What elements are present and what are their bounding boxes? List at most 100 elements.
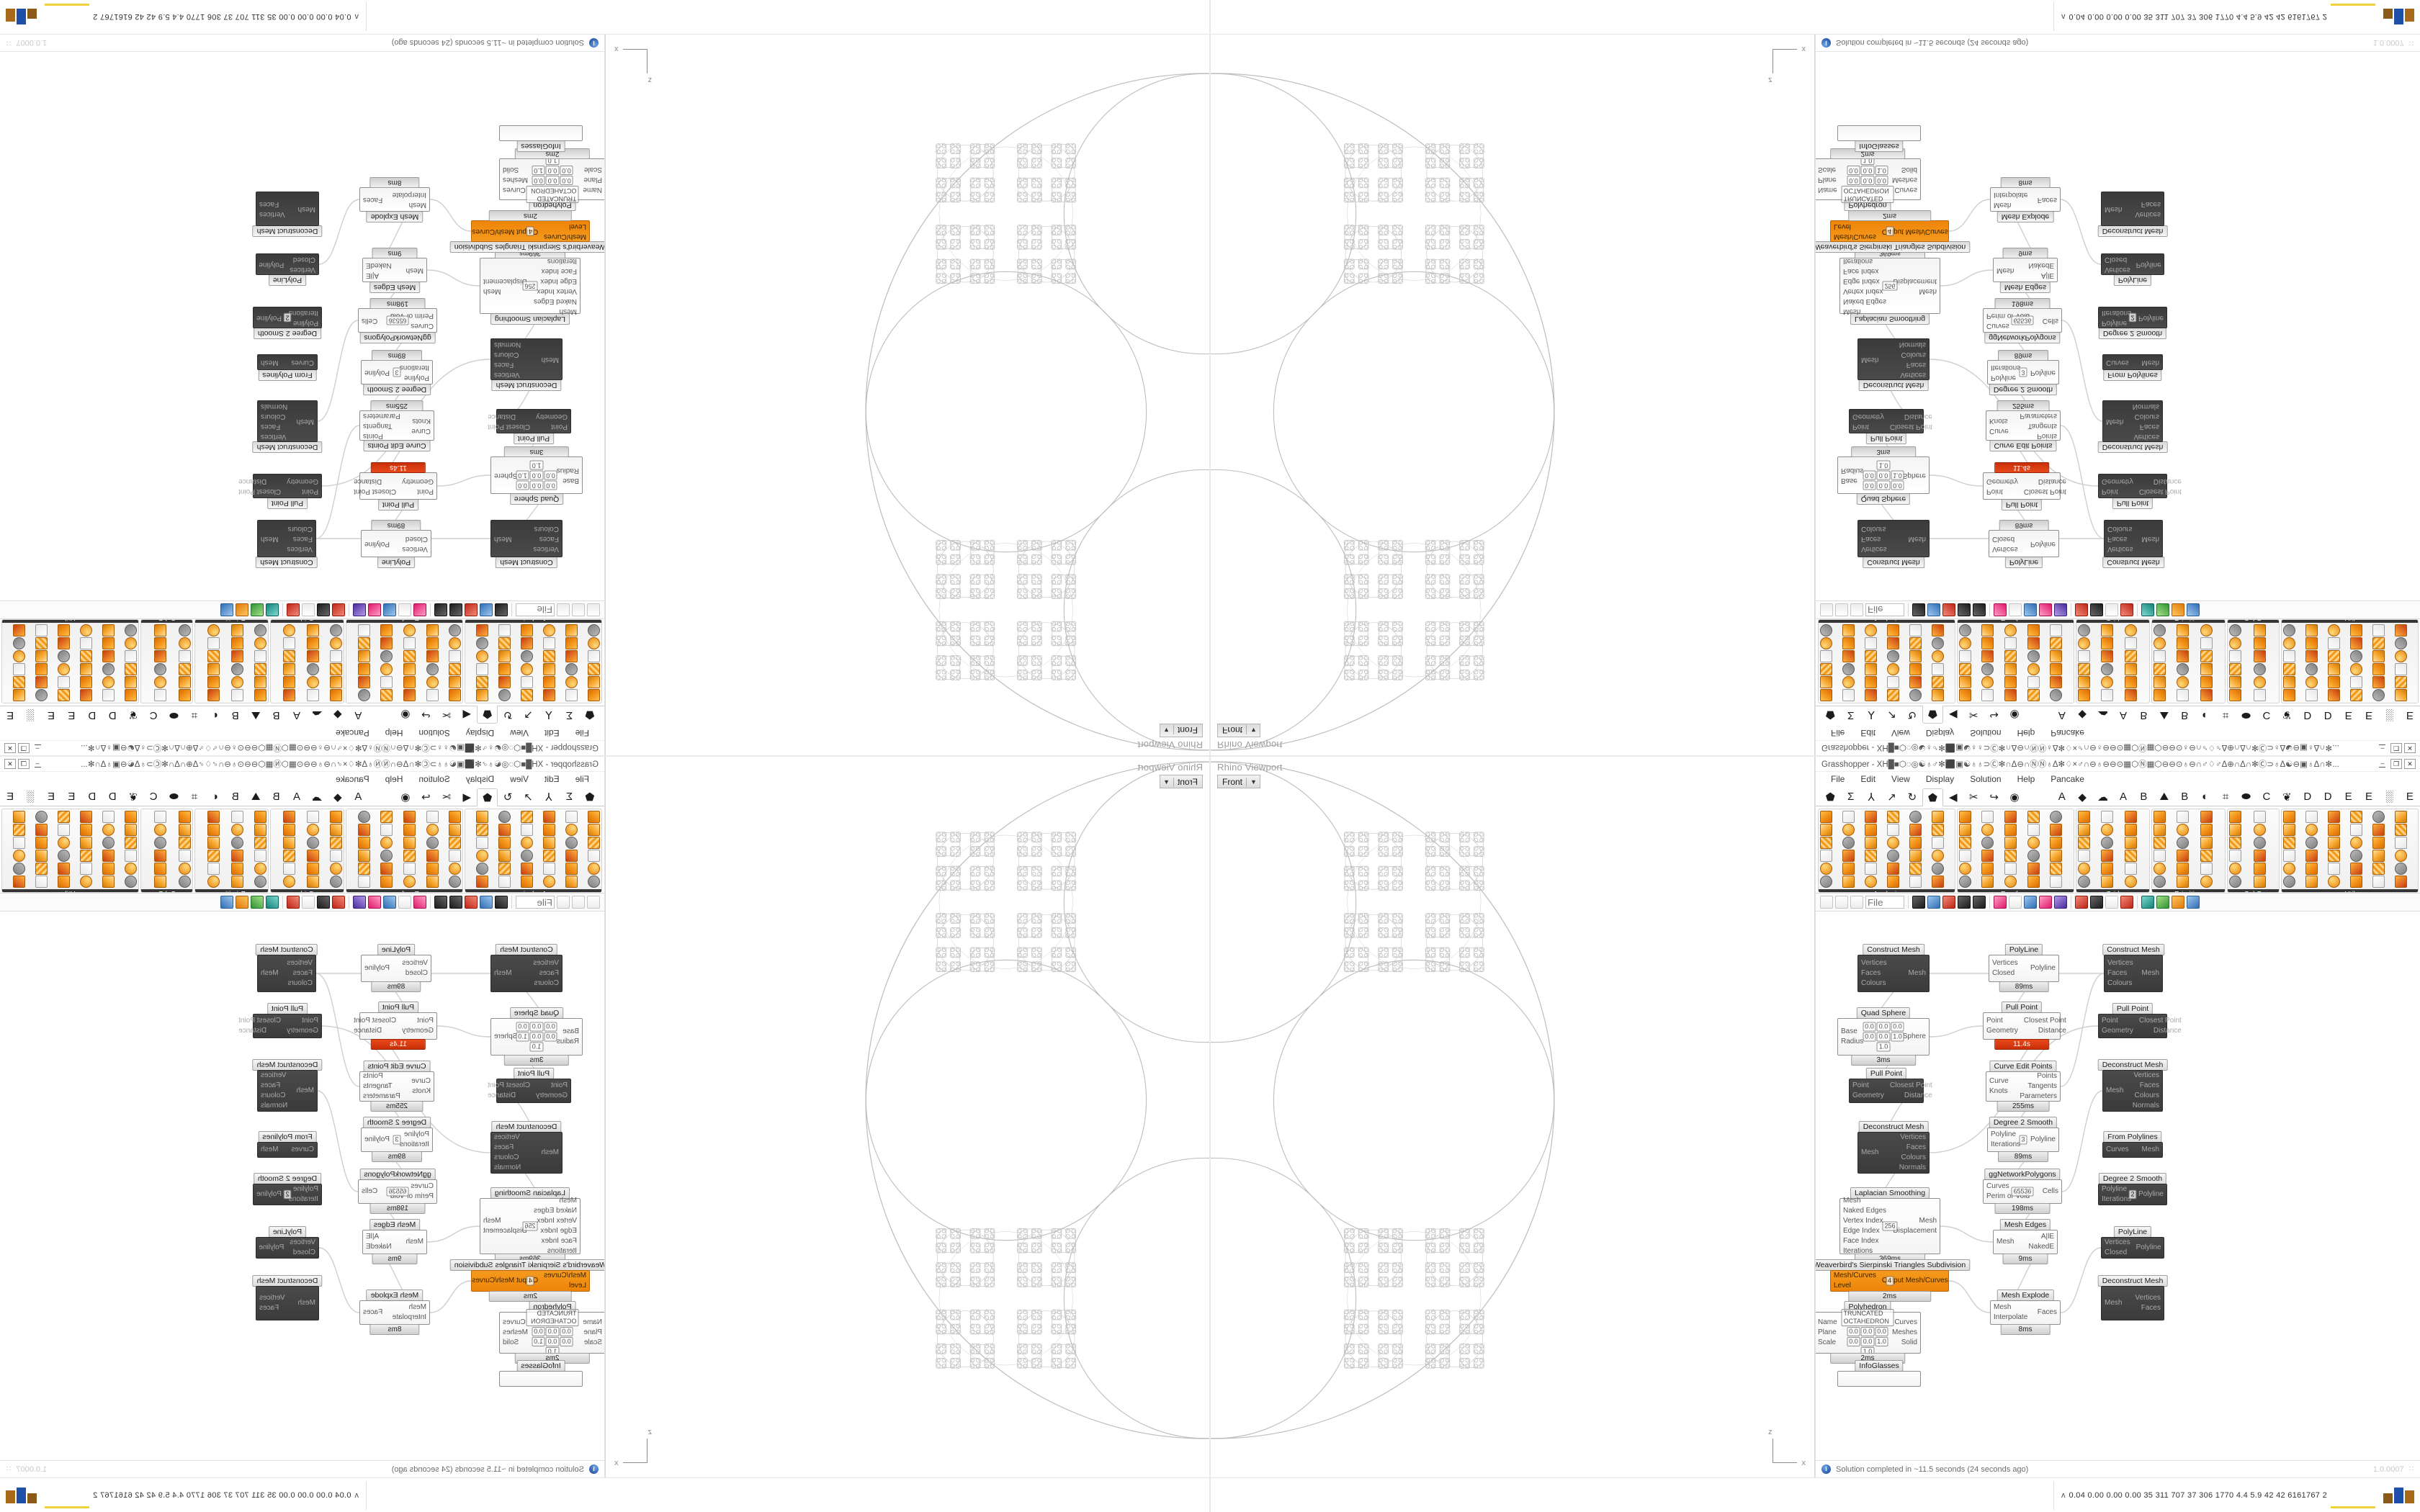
ribbon-tab-plugin-c[interactable]: C (2262, 709, 2271, 721)
mat-blue-icon[interactable] (220, 603, 233, 616)
ribbon-component-icon[interactable] (588, 637, 600, 649)
input-port-base[interactable]: Base (1841, 477, 1857, 485)
output-port-mesh[interactable]: Mesh (2141, 535, 2159, 543)
ribbon-component-icon[interactable] (426, 824, 439, 836)
ribbon-component-icon[interactable] (2101, 676, 2114, 688)
ribbon-component-icon[interactable] (1931, 863, 1944, 875)
ribbon-tab-curve[interactable]: ↻ (1907, 791, 1917, 804)
component-value-fields[interactable]: 3 (393, 367, 401, 377)
ribbon-component-icon[interactable] (1864, 637, 1877, 649)
output-port-curves[interactable]: Curves (1894, 186, 1917, 194)
output-port-polyline[interactable]: Polyline (2030, 964, 2056, 972)
ribbon-group-icons[interactable] (2076, 623, 2149, 703)
ribbon-component-icon[interactable] (79, 676, 92, 688)
pin-icon[interactable]: ✦ (336, 619, 341, 621)
ribbon-component-icon[interactable] (521, 676, 534, 688)
ribbon-tab-mesh[interactable]: ◀ (462, 791, 471, 804)
output-port-distance[interactable]: Distance (2153, 477, 2182, 485)
ribbon-group-icons[interactable] (271, 809, 344, 889)
output-port-tangents[interactable]: Tangents (2027, 1082, 2057, 1090)
wires-icon[interactable] (332, 896, 345, 909)
component-body[interactable]: Name Plane Scale Curves Meshes Solid TRUNCATED… (499, 156, 604, 203)
ribbon-tab-intersect[interactable]: ✂ (442, 791, 452, 804)
output-port-mesh[interactable]: Mesh (2141, 1146, 2159, 1153)
ribbon-component-icon[interactable] (449, 663, 462, 675)
menu-item-edit[interactable]: Edit (544, 774, 560, 784)
gh-component-quad-sphere[interactable]: Quad Sphere Base Radius Sphere 0.0 0.0 0.0 0.0 0… (490, 446, 583, 505)
input-port-vertices[interactable]: Vertices (1992, 959, 2018, 967)
input-port-vertex-index[interactable]: Vertex Index (1843, 1217, 1883, 1225)
ribbon-component-icon[interactable] (1864, 663, 1877, 675)
input-ports[interactable]: Mesh (2102, 202, 2125, 215)
input-ports[interactable]: Mesh (403, 1236, 426, 1248)
input-ports[interactable]: Curve Knots (1986, 414, 2012, 437)
output-ports[interactable]: Mesh (1906, 967, 1929, 980)
ribbon-component-icon[interactable] (2101, 876, 2114, 888)
ribbon-group-label-util[interactable]: ✦Util▼ (2, 619, 138, 623)
ribbon-tab-plugin-c[interactable]: C (149, 791, 158, 803)
input-port-polyline[interactable]: Polyline (2102, 1185, 2128, 1193)
ribbon-component-icon[interactable] (124, 637, 137, 649)
component-body[interactable]: Vertices Faces Colours Mesh (490, 520, 563, 557)
value-field[interactable]: 4 (1885, 1276, 1894, 1286)
ribbon-component-icon[interactable] (1886, 850, 1899, 862)
input-port-closed[interactable]: Closed (405, 969, 428, 977)
component-body[interactable]: Mesh/Curves Level Output Mesh/Curves 4 (1830, 1270, 1949, 1292)
ribbon-component-icon[interactable] (57, 624, 70, 636)
menu-item-file[interactable]: File (1831, 774, 1845, 784)
ribbon-component-icon[interactable] (1931, 650, 1944, 662)
input-port-name[interactable]: Name (1818, 1318, 1837, 1326)
ribbon-component-icon[interactable] (2153, 863, 2166, 875)
gh-component-pull-point-1[interactable]: Pull Point Point Geometry Closest Point Dist… (488, 409, 571, 444)
value-field[interactable]: 0.0 (560, 1337, 573, 1346)
search-icon[interactable] (2024, 896, 2037, 909)
mat-green-icon[interactable] (251, 896, 264, 909)
value-field[interactable]: 0.0 (545, 176, 560, 185)
ribbon-component-icon[interactable] (2200, 811, 2213, 823)
wires-icon[interactable] (2075, 896, 2088, 909)
input-ports[interactable]: Vertices Closed (287, 253, 318, 276)
component-body[interactable]: Polyline Iterations Polyline 2 (2098, 307, 2167, 328)
ribbon-component-icon[interactable] (588, 876, 600, 888)
ribbon-component-icon[interactable] (2395, 837, 2407, 849)
gh-component-construct-mesh-1[interactable]: Construct Mesh Vertices Faces Colours Mesh (1857, 520, 1930, 568)
component-body[interactable]: Polyline Iterations Polyline 3 (361, 360, 433, 384)
output-ports[interactable]: Closest Point Distance (1887, 1079, 1935, 1102)
chevron-down-icon[interactable]: ▼ (1163, 726, 1170, 734)
ribbon-component-icon[interactable] (565, 624, 578, 636)
input-port-interpolate[interactable]: Interpolate (1994, 191, 2028, 199)
preview-icon[interactable] (480, 603, 493, 616)
ribbon-component-icon[interactable] (380, 850, 393, 862)
output-port-faces[interactable]: Faces (1906, 1143, 1926, 1151)
ribbon-component-icon[interactable] (179, 850, 192, 862)
ribbon-component-icon[interactable] (2125, 837, 2138, 849)
output-port-polyline[interactable]: Polyline (364, 1135, 390, 1143)
chevron-down-icon[interactable]: ▼ (1250, 726, 1257, 734)
ribbon-component-icon[interactable] (2372, 624, 2385, 636)
save-icon[interactable] (1850, 603, 1863, 616)
output-ports[interactable]: Mesh (491, 967, 514, 980)
ribbon-component-icon[interactable] (2372, 824, 2385, 836)
ribbon-component-icon[interactable] (1931, 637, 1944, 649)
input-ports[interactable]: Mesh Naked Edges Vertex Index Edge Index Fac… (1840, 1194, 1889, 1258)
pin-icon[interactable]: ✦ (2155, 891, 2160, 892)
output-ports[interactable]: Closest Point Distance (2021, 1014, 2069, 1038)
ribbon-tab-plugin-shell[interactable]: ◐ (2202, 709, 2209, 721)
ribbon-component-icon[interactable] (1958, 876, 1971, 888)
gh-component-ggnetworkpolygons[interactable]: ggNetworkPolygons Curves Perim or Void Cell… (358, 1169, 437, 1214)
ribbon-group-analysis[interactable]: ✦Analysis▼ (465, 809, 602, 893)
input-port-vertices[interactable]: Vertices (287, 959, 313, 967)
component-caption[interactable]: Mesh Explode (1996, 1290, 2054, 1301)
value-field[interactable]: TRUNCATED OCTAHEDRON (526, 1309, 579, 1326)
output-ports[interactable]: Polyline (2133, 1241, 2164, 1254)
ribbon-tab-plugin-blob[interactable]: ⬬ (2241, 709, 2251, 721)
minimize-button[interactable]: – (2377, 743, 2388, 754)
chevron-down-icon[interactable]: ▼ (2065, 891, 2071, 892)
output-port-faces[interactable]: Faces (261, 423, 281, 431)
gh-component-degree-2-smooth-1[interactable]: Degree 2 Smooth Polyline Iterations Polylin… (1987, 350, 2059, 395)
ribbon-tab-plugin-leaf[interactable]: ◆ (2078, 791, 2087, 804)
component-caption[interactable]: ggNetworkPolygons (1984, 332, 2061, 343)
ribbon-component-icon[interactable] (2153, 637, 2166, 649)
ribbon-component-icon[interactable] (79, 637, 92, 649)
gh-component-quad-sphere[interactable]: Quad Sphere Base Radius Sphere 0.0 0.0 0.0 0.0 0… (1837, 446, 1930, 505)
